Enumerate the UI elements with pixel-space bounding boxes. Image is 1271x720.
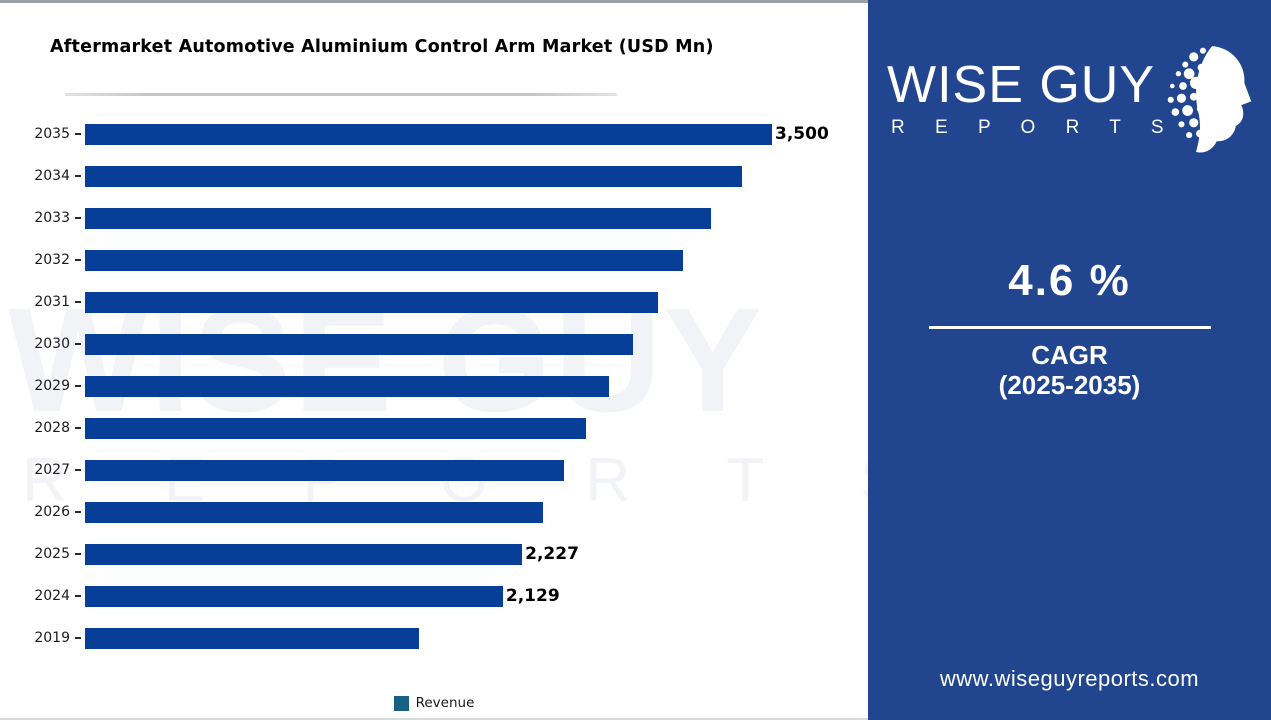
- brain-head-icon: [1167, 46, 1252, 153]
- revenue-bar: [85, 207, 712, 229]
- cagr-label-line2: (2025-2035): [998, 370, 1141, 400]
- y-axis-tick-label: 2031: [34, 294, 70, 310]
- revenue-bar: 3,500: [85, 123, 829, 145]
- bar-row: 2035 3,500: [0, 113, 868, 155]
- brand-name-wiseguy: WISE GUY: [887, 55, 1156, 114]
- chart-legend: Revenue: [0, 695, 868, 711]
- website-url: www.wiseguyreports.com: [939, 666, 1200, 691]
- chart-title: Aftermarket Automotive Aluminium Control…: [50, 37, 714, 57]
- y-axis-tick-mark: [75, 175, 81, 177]
- y-axis-tick-label: 2027: [34, 462, 70, 478]
- revenue-bar: [85, 375, 609, 397]
- bar-track: [85, 165, 772, 187]
- bar-row: 2031: [0, 281, 868, 323]
- revenue-bar: [85, 627, 420, 649]
- bar-track: [85, 417, 772, 439]
- y-axis-tick-mark: [75, 553, 81, 555]
- y-axis-tick-mark: [75, 133, 81, 135]
- bar-value-label: 2,227: [525, 544, 579, 564]
- revenue-bar: [85, 249, 684, 271]
- y-axis-tick-label: 2034: [34, 168, 70, 184]
- y-axis-tick-mark: [75, 511, 81, 513]
- bar-track: [85, 291, 772, 313]
- bar-row: 2027: [0, 449, 868, 491]
- y-axis-tick-mark: [75, 637, 81, 639]
- brand-logo: WISE GUY R E P O R T S: [868, 44, 1271, 155]
- y-axis-tick-label: 2035: [34, 126, 70, 142]
- revenue-bar: 2,129: [85, 585, 560, 607]
- brand-name-reports: R E P O R T S: [891, 116, 1176, 138]
- revenue-bar: [85, 333, 633, 355]
- bar-track: 3,500: [85, 123, 829, 145]
- legend-swatch-icon: [393, 695, 409, 711]
- chart-section: Aftermarket Automotive Aluminium Control…: [0, 0, 868, 720]
- y-axis-tick-mark: [75, 469, 81, 471]
- bar-track: [85, 459, 772, 481]
- y-axis-tick-label: 2033: [34, 210, 70, 226]
- title-divider-line: [65, 93, 617, 96]
- bar-row: 2019: [0, 617, 868, 659]
- bar-row: 2030: [0, 323, 868, 365]
- bar-row: 2024 2,129: [0, 575, 868, 617]
- revenue-bar: [85, 459, 564, 481]
- bar-row: 2028: [0, 407, 868, 449]
- bar-row: 2025 2,227: [0, 533, 868, 575]
- bar-row: 2034: [0, 155, 868, 197]
- bar-track: [85, 627, 772, 649]
- revenue-bar: [85, 291, 658, 313]
- bar-row: 2029: [0, 365, 868, 407]
- bar-value-label: 3,500: [775, 124, 829, 144]
- cagr-label-line1: CAGR: [1031, 340, 1108, 370]
- y-axis-tick-label: 2030: [34, 336, 70, 352]
- bar-track: [85, 501, 772, 523]
- y-axis-tick-label: 2019: [34, 630, 70, 646]
- y-axis-tick-mark: [75, 385, 81, 387]
- bar-value-label: 2,129: [505, 586, 560, 606]
- brand-wordmark: WISE GUY R E P O R T S: [887, 57, 1176, 143]
- y-axis-tick-label: 2024: [34, 588, 70, 604]
- bar-track: 2,129: [85, 585, 772, 607]
- revenue-bar: [85, 501, 543, 523]
- bar-row: 2032: [0, 239, 868, 281]
- bar-track: [85, 249, 772, 271]
- y-axis-tick-mark: [75, 595, 81, 597]
- side-panel: WISE GUY R E P O R T S 4.6 % CAGR: [868, 0, 1271, 720]
- bar-row: 2033: [0, 197, 868, 239]
- bar-track: [85, 333, 772, 355]
- bar-track: 2,227: [85, 543, 772, 565]
- y-axis-tick-label: 2029: [34, 378, 70, 394]
- bar-track: [85, 375, 772, 397]
- y-axis-tick-mark: [75, 217, 81, 219]
- bar-track: [85, 207, 772, 229]
- y-axis-tick-mark: [75, 301, 81, 303]
- y-axis-tick-mark: [75, 343, 81, 345]
- y-axis-tick-mark: [75, 427, 81, 429]
- bar-row: 2026: [0, 491, 868, 533]
- revenue-bar: [85, 417, 586, 439]
- cagr-divider-line: [928, 326, 1211, 329]
- y-axis-tick-label: 2025: [34, 546, 70, 562]
- legend-label: Revenue: [415, 695, 475, 711]
- revenue-bar: 2,227: [85, 543, 579, 565]
- y-axis-tick-label: 2026: [34, 504, 70, 520]
- cagr-value: 4.6 %: [1008, 256, 1131, 305]
- y-axis-tick-mark: [75, 259, 81, 261]
- y-axis-tick-label: 2028: [34, 420, 70, 436]
- revenue-bar: [85, 165, 742, 187]
- bar-rows: 2035 3,500 2034 2033 2032 2031 2030 2029 2028 202…: [0, 113, 868, 659]
- cagr-label: CAGR (2025-2035): [868, 340, 1271, 400]
- y-axis-tick-label: 2032: [34, 252, 70, 268]
